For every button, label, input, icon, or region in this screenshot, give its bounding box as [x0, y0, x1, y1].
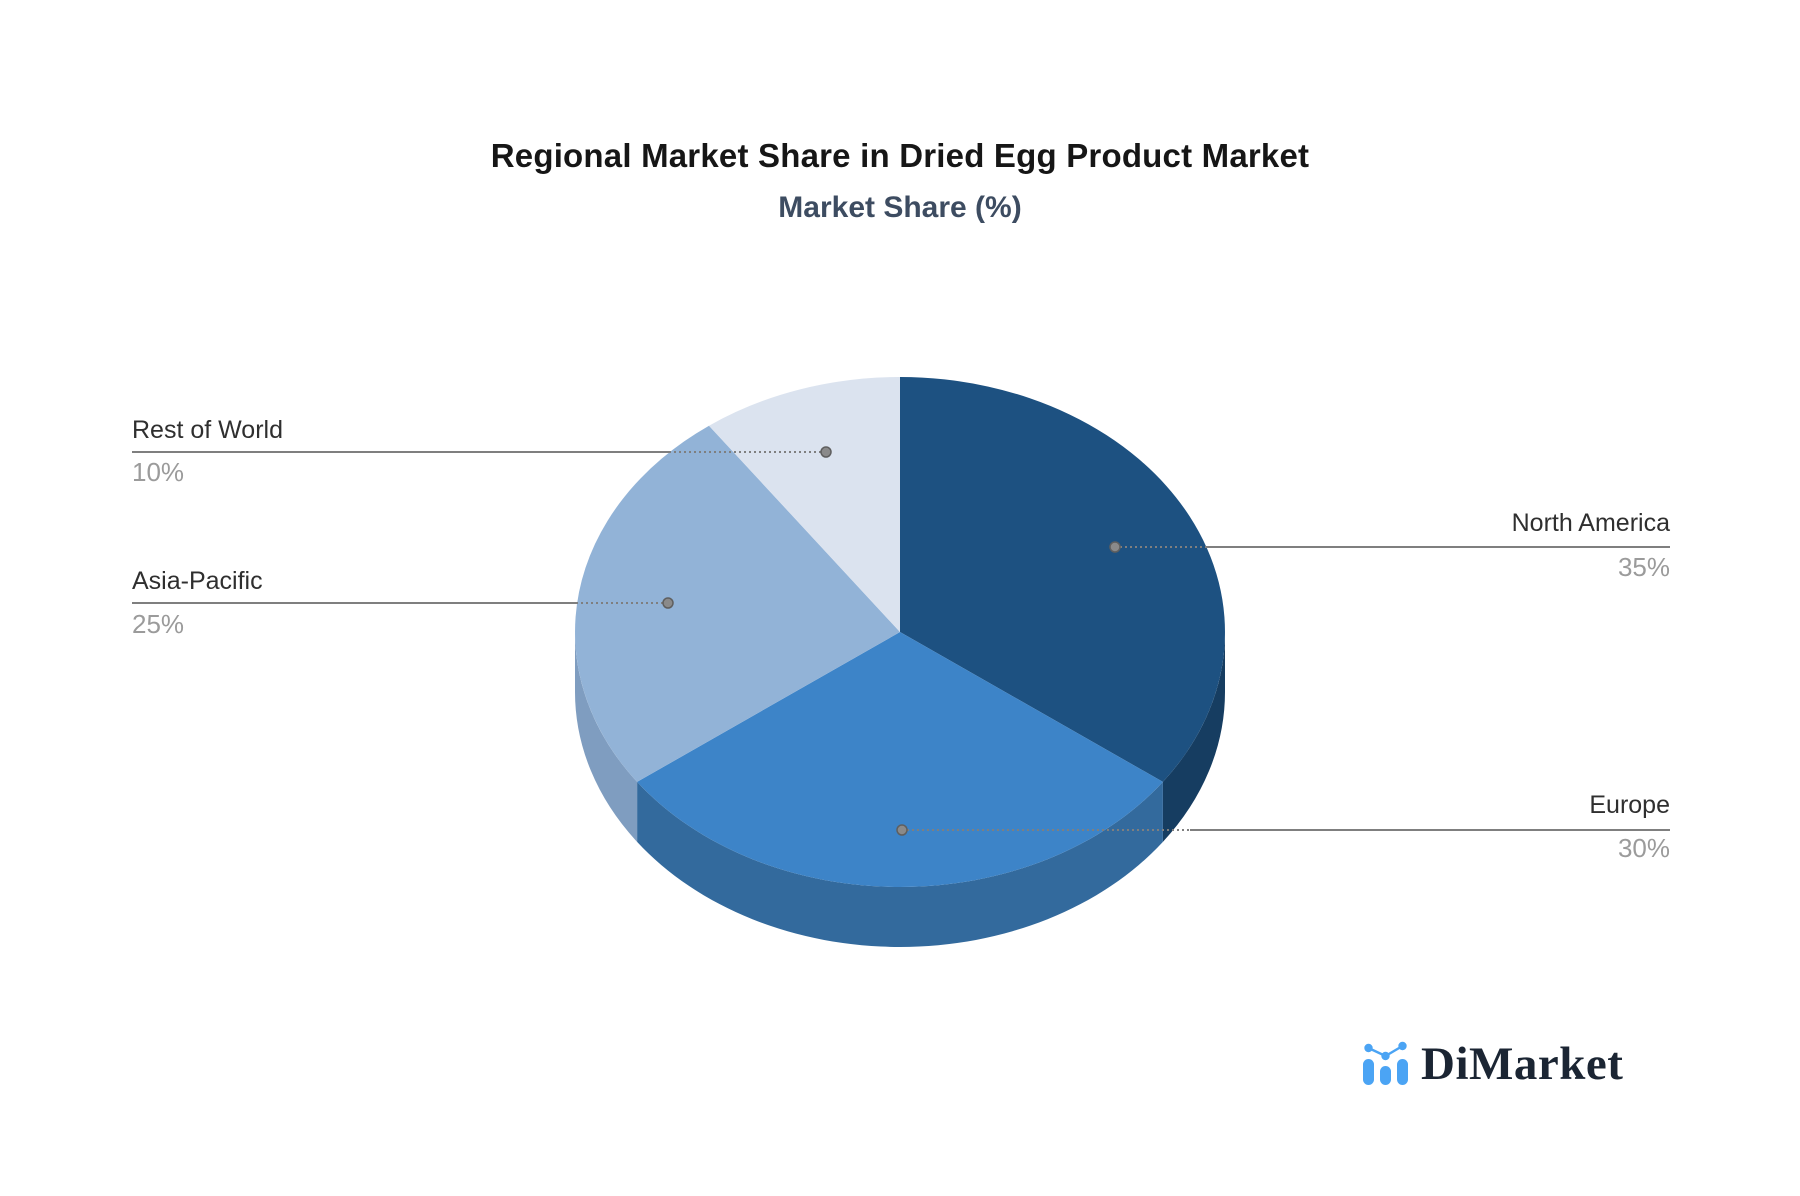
pie-side-asia-pacific [575, 632, 638, 842]
connector-dot-rest-of-world [820, 446, 832, 458]
chart-title: Regional Market Share in Dried Egg Produ… [490, 137, 1310, 174]
connector-dot-north-america [1109, 541, 1121, 553]
pie-slice-rest-of-world[interactable] [709, 377, 900, 632]
bar-line-chart-icon [1363, 1041, 1408, 1085]
pie-side-europe [637, 781, 1163, 947]
pct-north-america: 35% [1617, 552, 1670, 582]
pct-rest-of-world: 10% [132, 457, 185, 487]
label-europe: Europe [1589, 791, 1670, 819]
chart-subtitle: Market Share (%) [778, 191, 1022, 224]
logo-text: DiMarket [1421, 1038, 1624, 1090]
dimarket-logo: DiMarket [1362, 1040, 1623, 1088]
pie-slice-north-america[interactable] [900, 377, 1225, 782]
pie-side-north-america [1162, 632, 1225, 842]
label-rest-of-world: Rest of World [132, 416, 283, 444]
pie-slice-asia-pacific[interactable] [575, 425, 900, 782]
pie-slice-europe[interactable] [637, 632, 1163, 887]
label-north-america: North America [1511, 509, 1670, 537]
pct-asia-pacific: 25% [132, 609, 185, 639]
pct-europe: 30% [1617, 833, 1670, 863]
label-asia-pacific: Asia-Pacific [132, 567, 263, 595]
connector-dot-europe [896, 824, 908, 836]
connector-dot-asia-pacific [662, 597, 674, 609]
